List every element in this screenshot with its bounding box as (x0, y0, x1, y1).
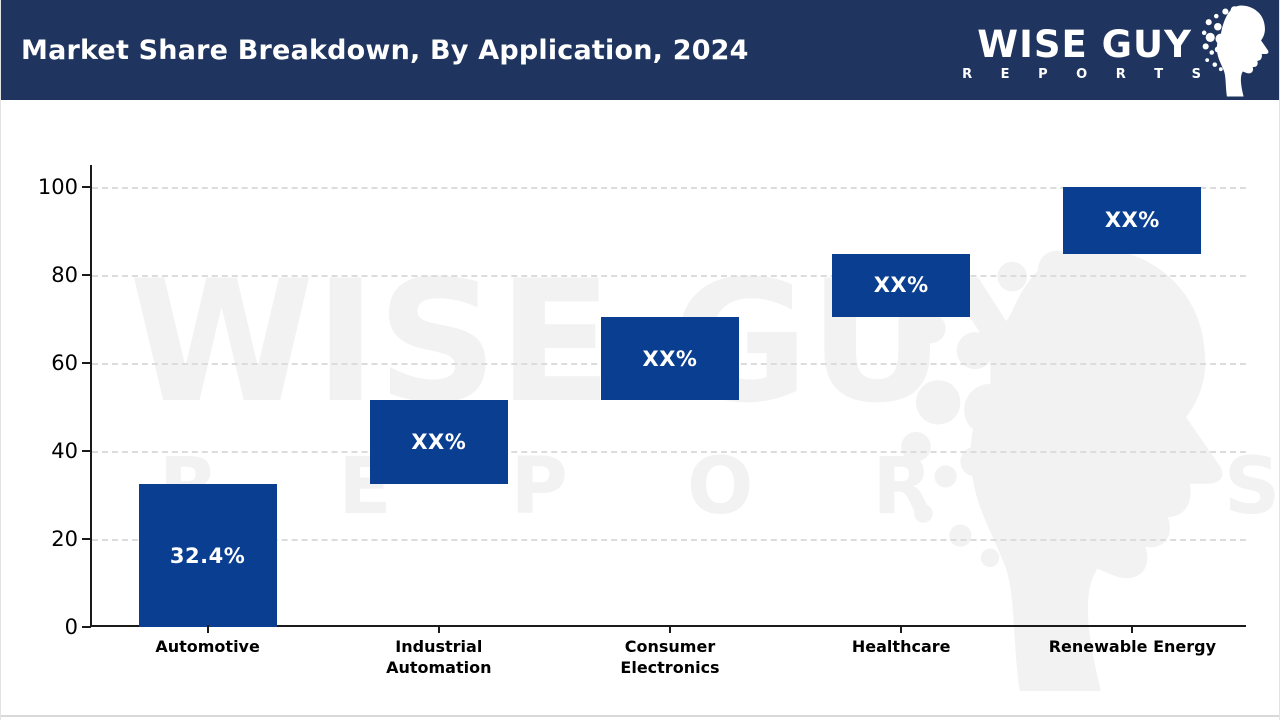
bar: XX% (601, 316, 739, 401)
x-axis-category-label: Healthcare (851, 637, 951, 656)
brand-logo: WISE GUY R E P O R T S (956, 4, 1275, 98)
y-axis-tick-label: 40 (51, 439, 78, 463)
page-title: Market Share Breakdown, By Application, … (21, 34, 749, 66)
bar-value-label: XX% (642, 346, 698, 371)
x-axis-tick-mark (206, 625, 209, 633)
x-axis-category-label: Renewable Energy (1048, 637, 1217, 656)
y-axis-tick-label: 60 (51, 351, 78, 375)
bar-value-label: 32.4% (169, 543, 246, 568)
x-axis-category-label: Consumer Electronics (620, 637, 720, 677)
y-axis-tick-mark (82, 450, 91, 452)
x-axis-tick-mark (1131, 625, 1134, 633)
y-axis-tick-mark (82, 538, 91, 540)
y-axis-tick-mark (82, 626, 91, 628)
y-axis-tick-label: 80 (51, 263, 78, 287)
x-axis-category-label: Industrial Automation (386, 637, 492, 677)
y-axis-tick-label: 100 (37, 175, 78, 199)
head-dots-icon (1197, 4, 1275, 98)
x-axis-tick-mark (437, 625, 440, 633)
footer-divider (1, 715, 1279, 717)
brand-name: WISE GUY (977, 23, 1192, 67)
bar: XX% (832, 253, 971, 317)
bar-value-label: XX% (873, 273, 929, 298)
x-axis-tick-mark (900, 625, 903, 633)
y-axis-tick-mark (82, 186, 91, 188)
x-axis-category-label: Automotive (155, 637, 260, 656)
plot-area: 0 20 40 60 80 100 32.4% Automotive XX% Industrial… (38, 165, 1246, 677)
bar: 32.4% (138, 484, 277, 627)
y-axis-tick-mark (82, 274, 91, 276)
bar-value-label: XX% (411, 430, 467, 455)
x-axis-tick-mark (669, 625, 671, 633)
gridline (92, 275, 1246, 277)
gridline (92, 187, 1246, 189)
y-axis-tick-label: 0 (64, 615, 78, 639)
brand-wordmark: WISE GUY R E P O R T S (956, 23, 1213, 82)
gridline (92, 539, 1246, 541)
brand-subname: R E P O R T S (962, 66, 1213, 82)
y-axis-tick-mark (82, 362, 91, 364)
y-axis-tick-label: 20 (51, 527, 78, 551)
bar-value-label: XX% (1104, 208, 1160, 233)
header: Market Share Breakdown, By Application, … (1, 0, 1279, 100)
gridline (92, 451, 1246, 453)
bar: XX% (1063, 187, 1202, 254)
bar: XX% (369, 400, 508, 485)
